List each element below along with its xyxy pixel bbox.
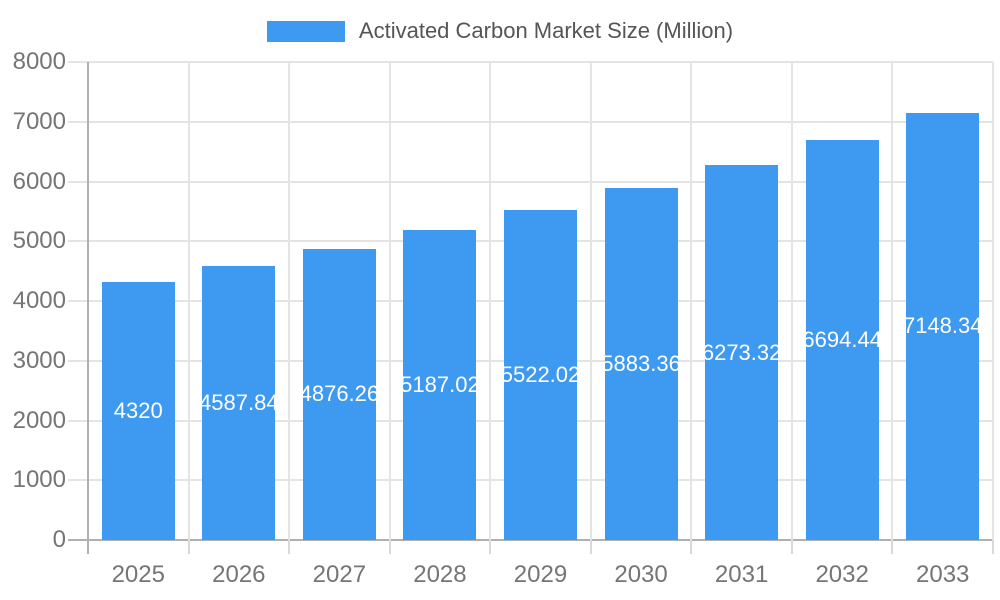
x-tick-label-2033: 2033 (916, 561, 970, 588)
bar-value-label-2029: 5522.02 (504, 362, 577, 388)
y-tick-label: 3000 (12, 346, 66, 374)
y-gridline (68, 61, 993, 63)
bar-2029[interactable] (504, 210, 577, 540)
bar-2027[interactable] (302, 248, 376, 540)
x-gridline (388, 62, 391, 540)
legend: Activated Carbon Market Size (Million) (0, 18, 1000, 44)
x-tick-mark (891, 540, 894, 554)
y-tick-label: 5000 (12, 227, 66, 255)
x-tick-label-2026: 2026 (212, 561, 266, 588)
x-tick-label-2025: 2025 (111, 561, 165, 588)
bar-value-label-2025: 4320 (113, 397, 163, 423)
y-gridline (68, 120, 993, 123)
x-gridline (288, 62, 291, 540)
x-tick-mark (388, 540, 391, 554)
y-gridline (68, 180, 993, 183)
legend-item-market-size[interactable]: Activated Carbon Market Size (Million) (266, 18, 734, 44)
bar-value-label-2032: 6694.44 (805, 326, 879, 352)
x-gridline (187, 62, 190, 540)
bar-2032[interactable] (805, 140, 879, 540)
x-tick-label-2032: 2032 (815, 561, 869, 588)
legend-swatch-icon (266, 20, 345, 42)
bar-value-label-2028: 5187.02 (403, 372, 477, 398)
x-tick-mark (589, 540, 592, 554)
bar-value-label-2033: 7148.34 (906, 313, 980, 339)
bar-2031[interactable] (705, 165, 779, 540)
x-tick-mark (288, 540, 291, 554)
x-gridline (891, 62, 894, 540)
bar-2026[interactable] (202, 265, 276, 540)
x-tick-label-2031: 2031 (714, 561, 769, 588)
x-gridline (589, 62, 592, 540)
x-gridline (992, 62, 994, 540)
x-tick-mark (187, 540, 190, 554)
x-tick-mark (790, 540, 793, 554)
bar-2033[interactable] (906, 112, 980, 540)
x-tick-label-2028: 2028 (413, 561, 467, 588)
x-axis-line (68, 539, 993, 541)
y-tick-label: 8000 (12, 48, 66, 75)
y-tick-label: 4000 (12, 287, 66, 314)
x-tick-mark (690, 540, 693, 554)
y-tick-label: 7000 (12, 107, 66, 135)
bar-2028[interactable] (403, 230, 477, 540)
bar-2025[interactable] (101, 281, 175, 540)
y-tick-label: 1000 (12, 466, 66, 494)
x-gridline (690, 62, 693, 540)
bar-2030[interactable] (604, 188, 678, 540)
y-tick-label: 6000 (12, 167, 66, 195)
x-tick-mark (992, 540, 994, 554)
x-gridline (489, 62, 492, 540)
y-axis-line (87, 62, 89, 554)
y-tick-label: 0 (52, 526, 66, 553)
bar-value-label-2027: 4876.26 (302, 381, 376, 407)
x-tick-label-2029: 2029 (513, 561, 568, 588)
legend-label: Activated Carbon Market Size (Million) (358, 18, 734, 43)
bar-value-label-2026: 4587.84 (202, 389, 276, 415)
x-tick-label-2027: 2027 (312, 561, 367, 588)
x-tick-mark (489, 540, 492, 554)
x-gridline (790, 62, 793, 540)
x-tick-label-2030: 2030 (614, 561, 668, 588)
bar-value-label-2031: 6273.32 (705, 339, 779, 365)
bar-value-label-2030: 5883.36 (604, 351, 678, 377)
y-tick-label: 2000 (12, 406, 66, 434)
